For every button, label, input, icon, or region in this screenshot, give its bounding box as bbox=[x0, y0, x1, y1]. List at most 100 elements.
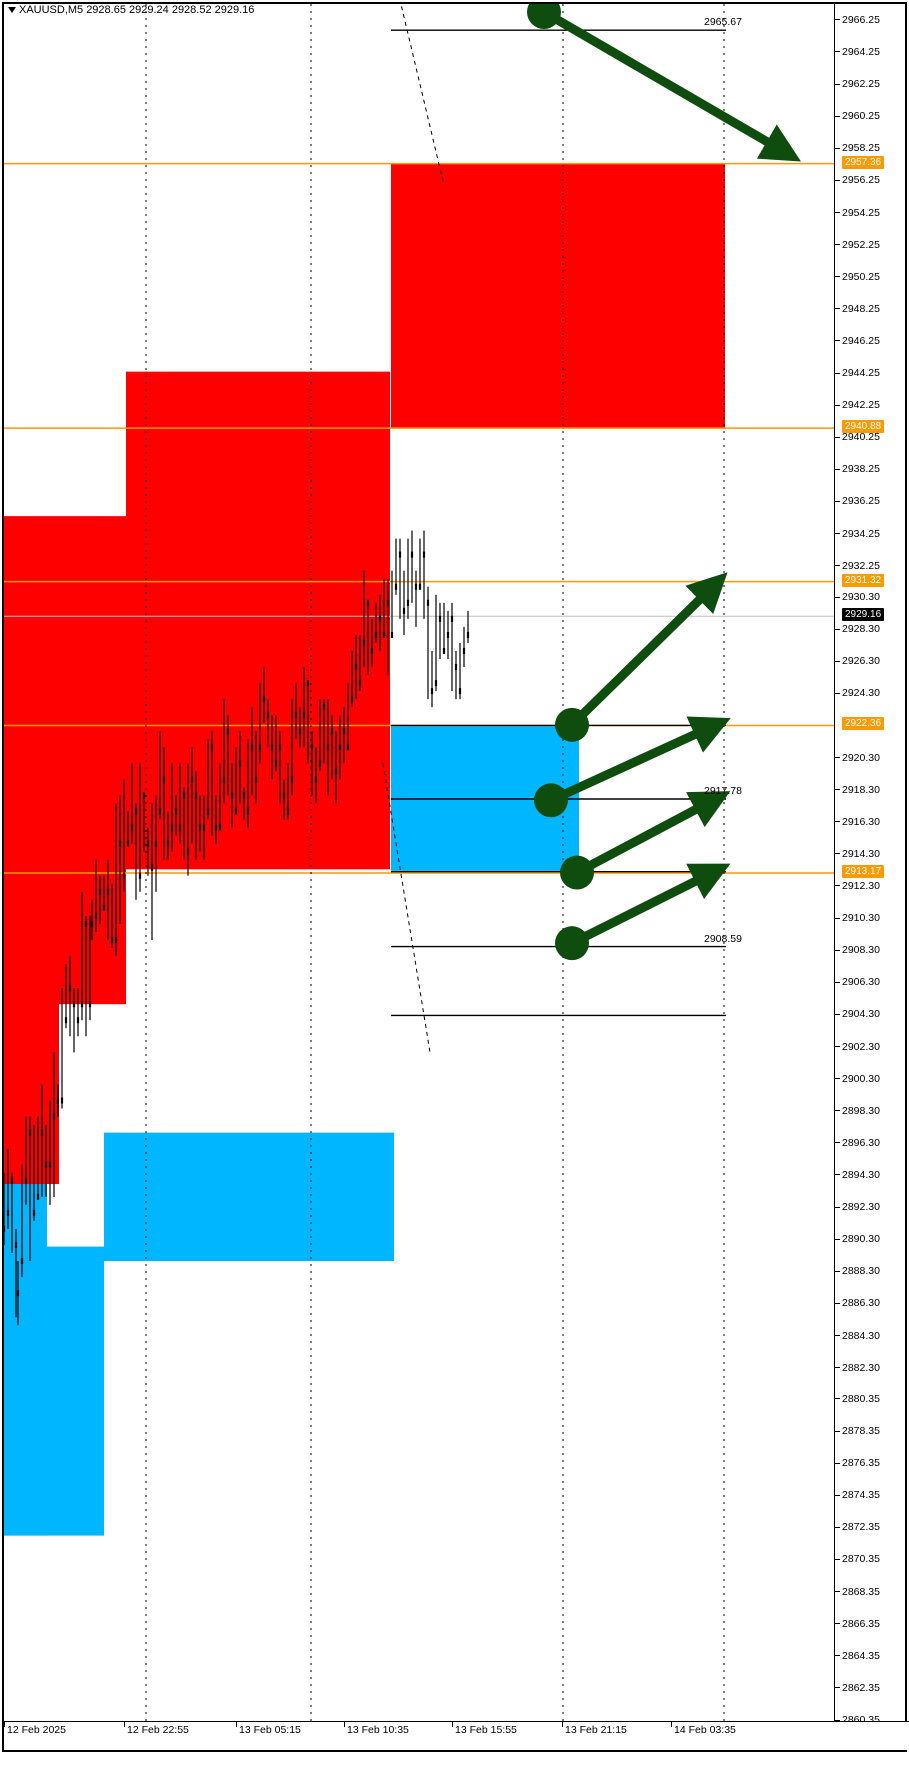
x-tick bbox=[344, 1722, 345, 1727]
chart-plot-area[interactable]: XAUUSD,M5 2928.65 2929.24 2928.52 2929.1… bbox=[4, 4, 835, 1721]
x-tick bbox=[124, 1722, 125, 1727]
y-tick: 2914.30 bbox=[834, 848, 909, 860]
y-tick: 2950.25 bbox=[834, 271, 909, 283]
y-tick-label: 2880.35 bbox=[842, 1393, 880, 1405]
y-tick: 2896.30 bbox=[834, 1137, 909, 1149]
symbol-label: XAUUSD,M5 bbox=[19, 4, 83, 16]
y-tick-label: 2936.25 bbox=[842, 495, 880, 507]
y-tick: 2904.30 bbox=[834, 1008, 909, 1020]
ohlc-label: 2928.65 2929.24 2928.52 2929.16 bbox=[86, 4, 254, 16]
y-tick: 2962.25 bbox=[834, 78, 909, 90]
y-tick-label: 2934.25 bbox=[842, 528, 880, 540]
y-tick-label: 2892.30 bbox=[842, 1201, 880, 1213]
y-tick-label: 2900.30 bbox=[842, 1073, 880, 1085]
price-box: 2931.32 bbox=[834, 574, 909, 587]
y-tick-label: 2954.25 bbox=[842, 207, 880, 219]
y-tick: 2888.30 bbox=[834, 1265, 909, 1277]
y-tick-label: 2872.35 bbox=[842, 1521, 880, 1533]
y-tick: 2938.25 bbox=[834, 463, 909, 475]
y-tick: 2920.30 bbox=[834, 752, 909, 764]
x-tick-label: 13 Feb 21:15 bbox=[565, 1724, 627, 1736]
y-tick-label: 2890.30 bbox=[842, 1233, 880, 1245]
x-tick-label: 14 Feb 03:35 bbox=[674, 1724, 736, 1736]
price-box-label: 2931.32 bbox=[842, 574, 884, 587]
y-tick-label: 2930.30 bbox=[842, 591, 880, 603]
y-tick-label: 2870.35 bbox=[842, 1553, 880, 1565]
y-tick-label: 2898.30 bbox=[842, 1105, 880, 1117]
y-tick-label: 2912.30 bbox=[842, 880, 880, 892]
y-tick-label: 2896.30 bbox=[842, 1137, 880, 1149]
price-box-label: 2929.16 bbox=[842, 608, 884, 621]
y-tick-label: 2894.30 bbox=[842, 1169, 880, 1181]
y-tick-label: 2958.25 bbox=[842, 142, 880, 154]
y-tick-label: 2888.30 bbox=[842, 1265, 880, 1277]
y-tick-label: 2932.25 bbox=[842, 560, 880, 572]
y-tick: 2946.25 bbox=[834, 335, 909, 347]
y-tick-label: 2926.30 bbox=[842, 655, 880, 667]
dropdown-icon[interactable] bbox=[8, 7, 16, 13]
y-tick-label: 2920.30 bbox=[842, 752, 880, 764]
chart-outer-frame: XAUUSD,M5 2928.65 2929.24 2928.52 2929.1… bbox=[2, 2, 907, 1752]
y-tick: 2874.35 bbox=[834, 1489, 909, 1501]
y-tick-label: 2908.30 bbox=[842, 944, 880, 956]
y-tick: 2948.25 bbox=[834, 303, 909, 315]
y-tick-label: 2962.25 bbox=[842, 78, 880, 90]
price-box: 2940.88 bbox=[834, 420, 909, 433]
y-tick: 2892.30 bbox=[834, 1201, 909, 1213]
x-tick bbox=[452, 1722, 453, 1727]
y-tick-label: 2906.30 bbox=[842, 976, 880, 988]
y-tick: 2864.35 bbox=[834, 1650, 909, 1662]
y-tick: 2894.30 bbox=[834, 1169, 909, 1181]
y-tick: 2952.25 bbox=[834, 239, 909, 251]
y-tick: 2934.25 bbox=[834, 528, 909, 540]
y-tick: 2906.30 bbox=[834, 976, 909, 988]
y-tick-label: 2964.25 bbox=[842, 46, 880, 58]
x-tick-label: 12 Feb 22:55 bbox=[127, 1724, 189, 1736]
y-tick: 2900.30 bbox=[834, 1073, 909, 1085]
y-tick-label: 2914.30 bbox=[842, 848, 880, 860]
y-tick: 2942.25 bbox=[834, 399, 909, 411]
y-tick: 2966.25 bbox=[834, 14, 909, 26]
y-tick: 2956.25 bbox=[834, 174, 909, 186]
price-box: 2922.36 bbox=[834, 717, 909, 730]
x-tick bbox=[4, 1722, 5, 1727]
chart-svg bbox=[4, 4, 834, 1721]
y-tick-label: 2884.30 bbox=[842, 1330, 880, 1342]
price-box-label: 2913.17 bbox=[842, 865, 884, 878]
level-label: 2917.78 bbox=[704, 785, 742, 797]
y-tick: 2870.35 bbox=[834, 1553, 909, 1565]
price-box: 2929.16 bbox=[834, 608, 909, 621]
y-tick: 2964.25 bbox=[834, 46, 909, 58]
x-tick-label: 13 Feb 05:15 bbox=[239, 1724, 301, 1736]
x-tick bbox=[236, 1722, 237, 1727]
y-tick-label: 2866.35 bbox=[842, 1618, 880, 1630]
level-label: 2908.59 bbox=[704, 933, 742, 945]
y-tick-label: 2966.25 bbox=[842, 14, 880, 26]
level-label: 2965.67 bbox=[704, 16, 742, 28]
y-tick: 2876.35 bbox=[834, 1457, 909, 1469]
y-tick: 2918.30 bbox=[834, 784, 909, 796]
y-tick-label: 2948.25 bbox=[842, 303, 880, 315]
y-tick: 2958.25 bbox=[834, 142, 909, 154]
y-tick: 2880.35 bbox=[834, 1393, 909, 1405]
y-tick: 2930.30 bbox=[834, 591, 909, 603]
y-tick: 2912.30 bbox=[834, 880, 909, 892]
y-tick-label: 2956.25 bbox=[842, 174, 880, 186]
y-tick: 2884.30 bbox=[834, 1330, 909, 1342]
y-tick: 2878.35 bbox=[834, 1425, 909, 1437]
y-tick: 2862.35 bbox=[834, 1682, 909, 1694]
x-tick bbox=[562, 1722, 563, 1727]
y-tick-label: 2886.30 bbox=[842, 1297, 880, 1309]
y-tick-label: 2874.35 bbox=[842, 1489, 880, 1501]
y-tick-label: 2878.35 bbox=[842, 1425, 880, 1437]
x-tick-label: 12 Feb 2025 bbox=[7, 1724, 66, 1736]
y-tick-label: 2902.30 bbox=[842, 1041, 880, 1053]
y-tick: 2886.30 bbox=[834, 1297, 909, 1309]
y-tick-label: 2960.25 bbox=[842, 110, 880, 122]
y-tick: 2924.30 bbox=[834, 687, 909, 699]
y-tick-label: 2916.30 bbox=[842, 816, 880, 828]
y-tick: 2936.25 bbox=[834, 495, 909, 507]
x-tick-label: 13 Feb 10:35 bbox=[347, 1724, 409, 1736]
y-tick: 2932.25 bbox=[834, 560, 909, 572]
y-tick-label: 2924.30 bbox=[842, 687, 880, 699]
